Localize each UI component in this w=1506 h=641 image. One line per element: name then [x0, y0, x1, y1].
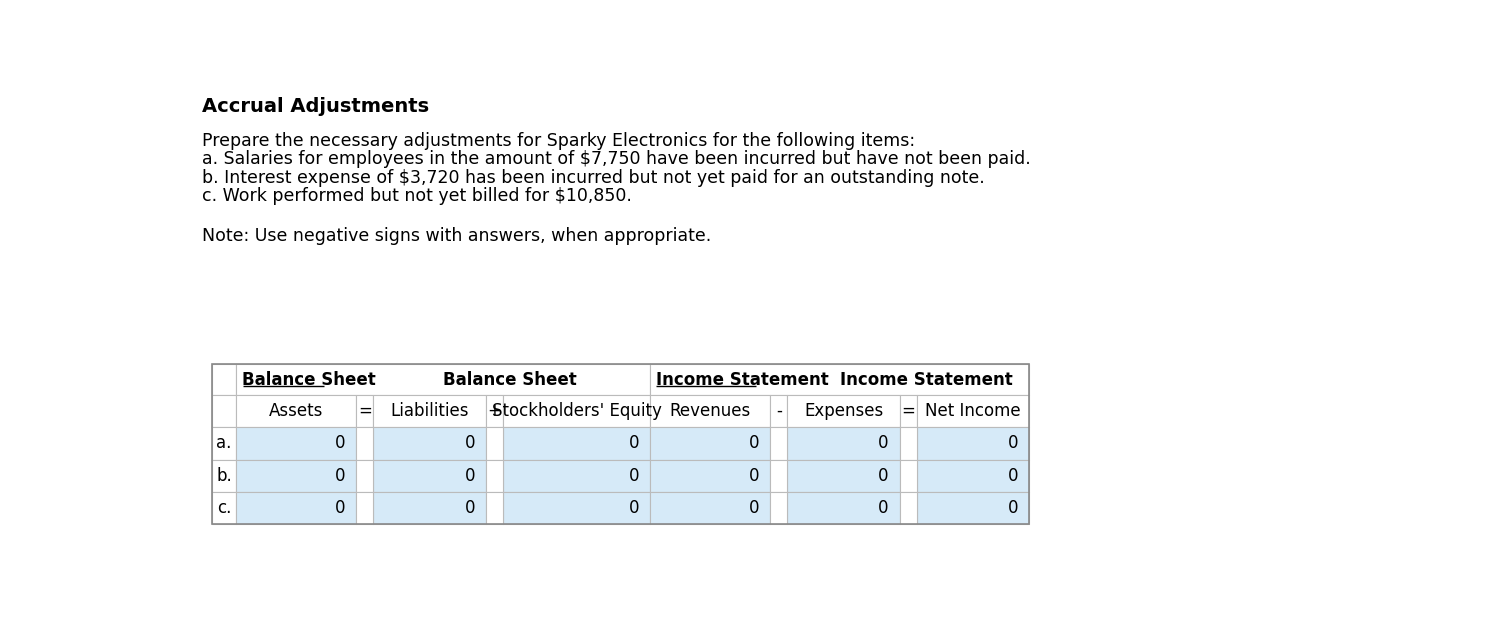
Text: Accrual Adjustments: Accrual Adjustments [202, 97, 429, 116]
Text: 0: 0 [748, 499, 759, 517]
Text: 0: 0 [748, 467, 759, 485]
Bar [373, 428, 486, 460]
Text: c. Work performed but not yet billed for $10,850.: c. Work performed but not yet billed for… [202, 187, 633, 205]
Text: Assets: Assets [270, 402, 324, 420]
Text: c.: c. [217, 499, 230, 517]
Bar [357, 428, 373, 460]
Bar [211, 364, 1029, 524]
Bar [651, 492, 770, 524]
Bar [503, 492, 651, 524]
Text: 0: 0 [630, 435, 640, 453]
Bar [651, 428, 770, 460]
Text: 0: 0 [334, 435, 345, 453]
Bar [357, 395, 373, 428]
Bar [899, 428, 917, 460]
Bar [486, 428, 503, 460]
Bar [211, 492, 236, 524]
Bar [357, 492, 373, 524]
Text: Expenses: Expenses [804, 402, 883, 420]
Bar [770, 492, 788, 524]
Bar [236, 364, 651, 395]
Text: +: + [488, 402, 501, 420]
Bar [917, 492, 1029, 524]
Bar [788, 428, 899, 460]
Bar [486, 460, 503, 492]
Text: 0: 0 [630, 467, 640, 485]
Text: Note: Use negative signs with answers, when appropriate.: Note: Use negative signs with answers, w… [202, 227, 711, 245]
Text: Net Income: Net Income [925, 402, 1021, 420]
Bar [373, 492, 486, 524]
Bar [211, 364, 236, 395]
Text: 0: 0 [464, 435, 474, 453]
Bar [899, 460, 917, 492]
Bar [917, 460, 1029, 492]
Text: b.: b. [215, 467, 232, 485]
Text: Income Statement: Income Statement [840, 370, 1012, 388]
Bar [486, 492, 503, 524]
Bar [651, 460, 770, 492]
Bar [788, 492, 899, 524]
Text: Balance Sheet: Balance Sheet [443, 370, 577, 388]
Bar [788, 460, 899, 492]
Bar [486, 395, 503, 428]
Bar [770, 428, 788, 460]
Text: 0: 0 [878, 499, 889, 517]
Bar [770, 460, 788, 492]
Bar [899, 395, 917, 428]
Bar [651, 395, 770, 428]
Bar [357, 460, 373, 492]
Bar [503, 395, 651, 428]
Text: Liabilities: Liabilities [390, 402, 468, 420]
Bar [236, 492, 357, 524]
Bar [651, 364, 1029, 395]
Text: a.: a. [217, 435, 232, 453]
Text: Income Statement: Income Statement [657, 370, 830, 388]
Bar [236, 428, 357, 460]
Text: 0: 0 [464, 499, 474, 517]
Bar [899, 492, 917, 524]
Bar [917, 395, 1029, 428]
Text: 0: 0 [334, 467, 345, 485]
Text: 0: 0 [464, 467, 474, 485]
Text: =: = [358, 402, 372, 420]
Text: 0: 0 [1008, 435, 1018, 453]
Bar [211, 395, 236, 428]
Text: 0: 0 [334, 499, 345, 517]
Text: Balance Sheet: Balance Sheet [242, 370, 376, 388]
Text: 0: 0 [1008, 467, 1018, 485]
Text: -: - [776, 402, 782, 420]
Text: 0: 0 [630, 499, 640, 517]
Bar [373, 460, 486, 492]
Bar [236, 460, 357, 492]
Text: Stockholders' Equity: Stockholders' Equity [491, 402, 661, 420]
Bar [917, 428, 1029, 460]
Text: Revenues: Revenues [670, 402, 751, 420]
Bar [211, 428, 236, 460]
Bar [770, 395, 788, 428]
Text: 0: 0 [878, 467, 889, 485]
Text: a. Salaries for employees in the amount of $7,750 have been incurred but have no: a. Salaries for employees in the amount … [202, 150, 1032, 168]
Bar [503, 428, 651, 460]
Bar [211, 460, 236, 492]
Text: =: = [901, 402, 916, 420]
Text: 0: 0 [1008, 499, 1018, 517]
Bar [236, 395, 357, 428]
Text: 0: 0 [748, 435, 759, 453]
Text: 0: 0 [878, 435, 889, 453]
Bar [788, 395, 899, 428]
Text: b. Interest expense of $3,720 has been incurred but not yet paid for an outstand: b. Interest expense of $3,720 has been i… [202, 169, 985, 187]
Bar [503, 460, 651, 492]
Bar [373, 395, 486, 428]
Text: Prepare the necessary adjustments for Sparky Electronics for the following items: Prepare the necessary adjustments for Sp… [202, 131, 916, 149]
